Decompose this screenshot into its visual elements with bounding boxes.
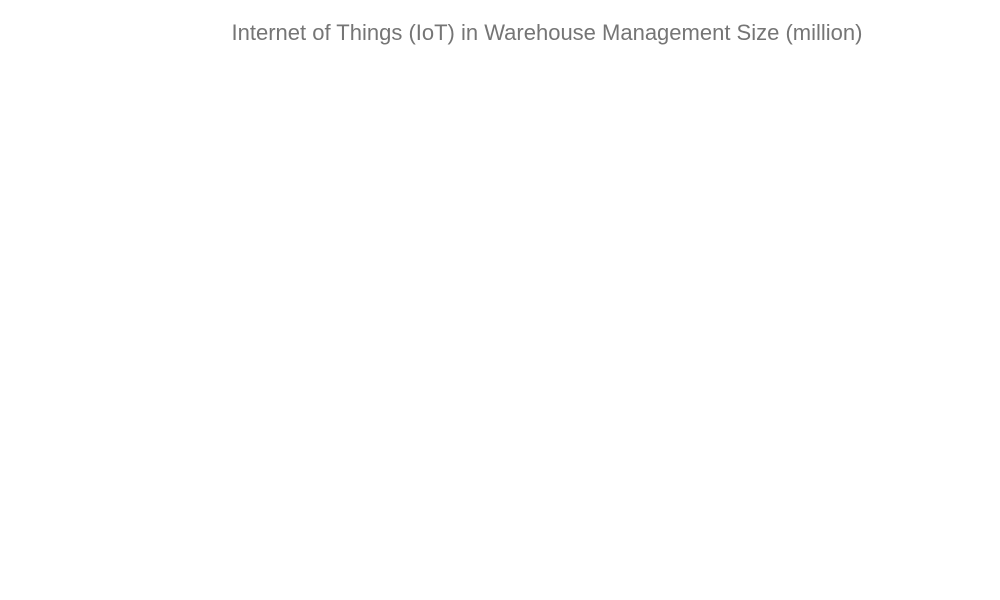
chart-legend: Internet of Things (IoT) in Warehouse Ma… [0,20,1000,46]
legend-item[interactable]: Internet of Things (IoT) in Warehouse Ma… [138,20,863,46]
plot-area [88,68,995,540]
legend-swatch [138,22,218,44]
legend-label: Internet of Things (IoT) in Warehouse Ma… [231,20,863,45]
